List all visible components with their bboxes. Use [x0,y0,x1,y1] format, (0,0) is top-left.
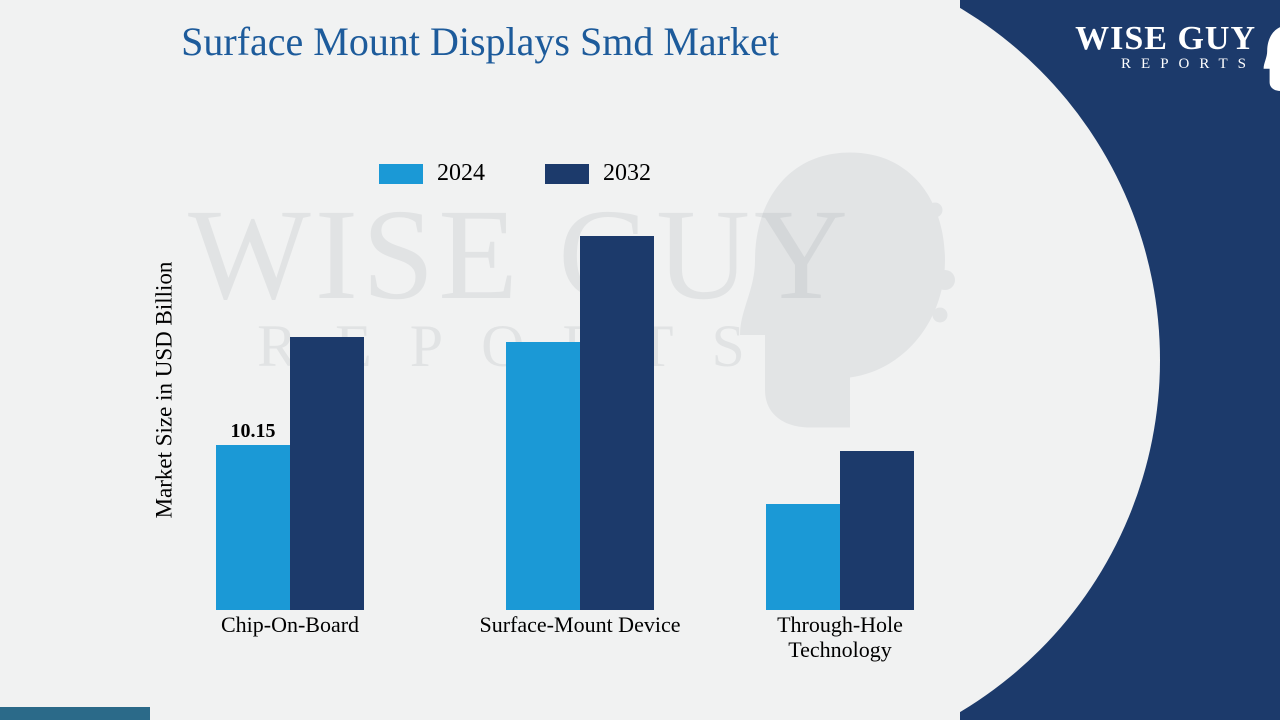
bar [290,337,364,610]
brand-logo: WISE GUY REPORTS [1075,20,1256,73]
bar-group: Chip-On-Board [200,337,380,610]
bar [840,451,914,610]
chart-area: 20242032 Market Size in USD Billion Chip… [80,120,950,660]
bar-value-label: 10.15 [231,420,276,443]
brand-logo-main: WISE GUY [1075,20,1256,58]
brand-head-icon [1260,22,1280,94]
legend-swatch [379,164,423,184]
legend: 2024 2032 [80,160,950,187]
plot-area: Chip-On-Board Surface-Mount Device Through… [120,220,950,610]
chart-title: Surface Mount Displays Smd Market [0,18,960,65]
canvas: WISE GUY REPORTS WISE GUY REPORTS Surfac… [0,0,1280,720]
bar [580,236,654,610]
bar [766,504,840,610]
legend-item: 2024 [379,160,485,187]
brand-logo-sub: REPORTS [1075,56,1256,73]
category-label: Chip-On-Board [180,612,400,637]
bar [506,342,580,610]
bar-group: Surface-Mount Device [490,236,670,610]
legend-label: 2032 [603,160,651,187]
bar [216,445,290,610]
category-label: Surface-Mount Device [470,612,690,637]
legend-item: 2032 [545,160,651,187]
bottom-accent-bar [0,707,150,720]
legend-label: 2024 [437,160,485,187]
bar-group: Through-Hole Technology [750,451,930,610]
legend-swatch [545,164,589,184]
category-label: Through-Hole Technology [730,612,950,663]
